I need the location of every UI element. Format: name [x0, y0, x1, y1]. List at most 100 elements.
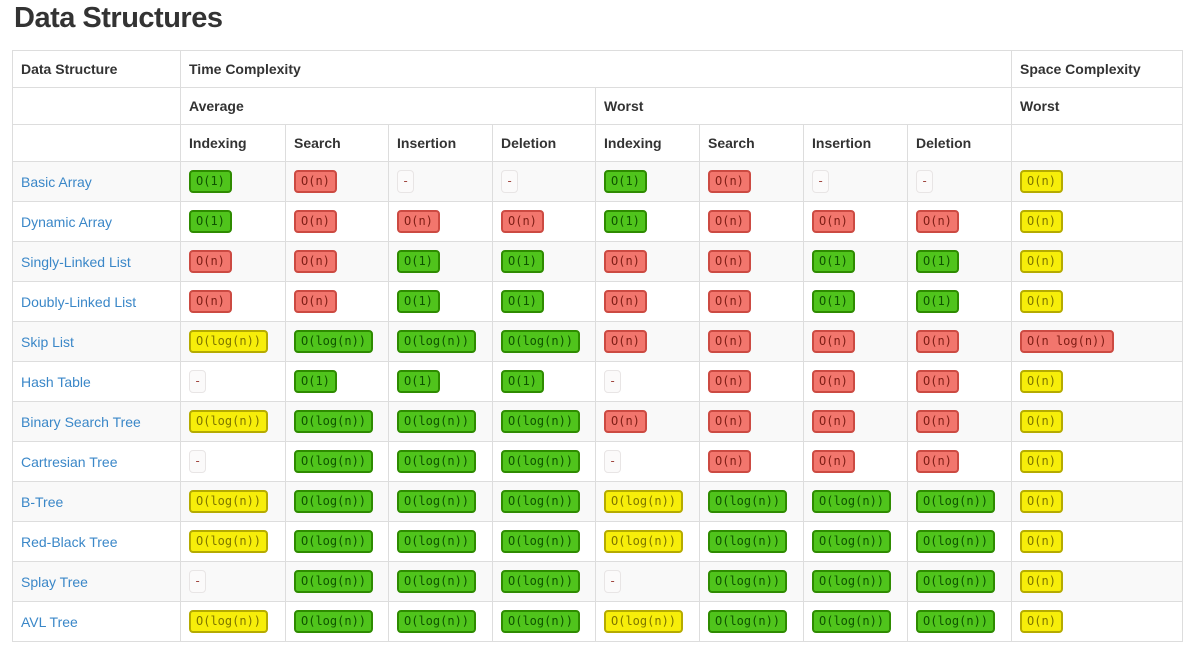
- red-complexity-badge: O(n): [294, 210, 337, 233]
- red-complexity-badge: O(n): [708, 330, 751, 353]
- yellow-complexity-badge: O(n): [1020, 610, 1063, 633]
- complexity-cell: O(1): [492, 281, 596, 322]
- gray-complexity-badge: -: [604, 370, 622, 393]
- yellow-complexity-badge: O(log(n)): [189, 530, 269, 553]
- data-structure-link[interactable]: Cartresian Tree: [21, 453, 118, 470]
- green-complexity-badge: O(log(n)): [708, 530, 788, 553]
- complexity-cell: O(log(n)): [285, 561, 389, 602]
- header-worst-search: Search: [699, 124, 804, 162]
- complexity-cell: O(n): [1011, 601, 1184, 642]
- complexity-cell: O(log(n)): [180, 601, 286, 642]
- page-title: Data Structures: [14, 2, 223, 34]
- data-structure-link[interactable]: Doubly-Linked List: [21, 293, 137, 310]
- data-structure-link[interactable]: Basic Array: [21, 173, 92, 190]
- complexity-cell: O(log(n)): [285, 601, 389, 642]
- data-structure-cell: Dynamic Array: [12, 201, 181, 242]
- gray-complexity-badge: -: [501, 170, 519, 193]
- yellow-complexity-badge: O(log(n)): [604, 610, 684, 633]
- green-complexity-badge: O(1): [604, 210, 647, 233]
- complexity-cell: O(log(n)): [180, 321, 286, 362]
- table-row: Splay Tree - O(log(n)) O(log(n)) O(log(n)) - O…: [12, 561, 1184, 602]
- table-row: Basic Array O(1) O(n) - - O(1) O(n) - - O(n): [12, 161, 1184, 202]
- green-complexity-badge: O(log(n)): [812, 530, 892, 553]
- red-complexity-badge: O(n): [812, 370, 855, 393]
- yellow-complexity-badge: O(n): [1020, 490, 1063, 513]
- empty-header-cell: [12, 87, 181, 125]
- green-complexity-badge: O(log(n)): [501, 490, 581, 513]
- header-worst-indexing: Indexing: [595, 124, 700, 162]
- complexity-cell: O(log(n)): [388, 601, 493, 642]
- complexity-cell: O(1): [906, 241, 1013, 282]
- data-structure-link[interactable]: AVL Tree: [21, 613, 78, 630]
- red-complexity-badge: O(n): [812, 410, 855, 433]
- table-row: Red-Black Tree O(log(n)) O(log(n)) O(log(n)…: [12, 521, 1184, 562]
- red-complexity-badge: O(n): [812, 450, 855, 473]
- gray-complexity-badge: -: [397, 170, 415, 193]
- yellow-complexity-badge: O(n): [1020, 410, 1063, 433]
- complexity-cell: O(n): [595, 241, 700, 282]
- complexity-cell: O(log(n)): [388, 481, 493, 522]
- complexity-cell: O(n): [803, 361, 908, 402]
- green-complexity-badge: O(1): [501, 250, 544, 273]
- green-complexity-badge: O(1): [916, 290, 959, 313]
- table-row: Cartresian Tree - O(log(n)) O(log(n)) O(log(…: [12, 441, 1184, 482]
- complexity-cell: O(log(n)): [180, 521, 286, 562]
- data-structure-link[interactable]: Red-Black Tree: [21, 533, 118, 550]
- green-complexity-badge: O(log(n)): [397, 530, 477, 553]
- red-complexity-badge: O(n): [812, 330, 855, 353]
- green-complexity-badge: O(log(n)): [501, 330, 581, 353]
- green-complexity-badge: O(log(n)): [294, 410, 374, 433]
- green-complexity-badge: O(log(n)): [916, 490, 996, 513]
- data-structure-link[interactable]: Hash Table: [21, 373, 91, 390]
- gray-complexity-badge: -: [812, 170, 830, 193]
- yellow-complexity-badge: O(log(n)): [189, 410, 269, 433]
- complexity-cell: O(log(n)): [492, 441, 596, 482]
- complexity-cell: O(1): [180, 161, 286, 202]
- complexity-cell: -: [906, 161, 1013, 202]
- header-time-complexity: Time Complexity: [179, 50, 1013, 88]
- complexity-cell: O(1): [906, 281, 1013, 322]
- header-worst-insertion: Insertion: [803, 124, 908, 162]
- complexity-cell: -: [595, 441, 700, 482]
- complexity-cell: O(log(n)): [285, 441, 389, 482]
- complexity-cell: O(1): [285, 361, 389, 402]
- data-structure-link[interactable]: B-Tree: [21, 493, 64, 510]
- complexity-cell: O(n): [906, 321, 1013, 362]
- complexity-cell: O(log(n)): [285, 401, 389, 442]
- red-complexity-badge: O(n): [812, 210, 855, 233]
- data-structure-link[interactable]: Binary Search Tree: [21, 413, 141, 430]
- yellow-complexity-badge: O(log(n)): [189, 330, 269, 353]
- yellow-complexity-badge: O(n): [1020, 450, 1063, 473]
- red-complexity-badge: O(n): [294, 250, 337, 273]
- complexity-cell: O(1): [595, 201, 700, 242]
- table-header: Data Structure Time Complexity Space Com…: [12, 50, 1184, 162]
- red-complexity-badge: O(n log(n)): [1020, 330, 1114, 353]
- yellow-complexity-badge: O(n): [1020, 210, 1063, 233]
- complexity-cell: O(n): [595, 401, 700, 442]
- data-structure-cell: AVL Tree: [12, 601, 181, 642]
- complexity-cell: O(n): [1011, 241, 1184, 282]
- green-complexity-badge: O(log(n)): [708, 570, 788, 593]
- green-complexity-badge: O(log(n)): [397, 570, 477, 593]
- red-complexity-badge: O(n): [397, 210, 440, 233]
- complexity-cell: O(n): [1011, 281, 1184, 322]
- complexity-cell: O(n): [906, 401, 1013, 442]
- data-structure-cell: Red-Black Tree: [12, 521, 181, 562]
- green-complexity-badge: O(log(n)): [397, 410, 477, 433]
- complexity-cell: O(n): [285, 281, 389, 322]
- complexity-cell: O(n): [906, 201, 1013, 242]
- complexity-cell: O(n): [699, 201, 804, 242]
- complexity-cell: O(n): [906, 361, 1013, 402]
- gray-complexity-badge: -: [604, 570, 622, 593]
- data-structure-link[interactable]: Dynamic Array: [21, 213, 113, 230]
- complexity-cell: -: [803, 161, 908, 202]
- complexity-cell: O(log(n)): [285, 321, 389, 362]
- complexity-cell: -: [180, 561, 286, 602]
- header-avg-deletion: Deletion: [492, 124, 596, 162]
- yellow-complexity-badge: O(n): [1020, 250, 1063, 273]
- data-structure-link[interactable]: Splay Tree: [21, 573, 88, 590]
- data-structure-link[interactable]: Skip List: [21, 333, 74, 350]
- complexity-cell: O(log(n)): [803, 561, 908, 602]
- data-structure-link[interactable]: Singly-Linked List: [21, 253, 131, 270]
- complexity-cell: O(n): [699, 441, 804, 482]
